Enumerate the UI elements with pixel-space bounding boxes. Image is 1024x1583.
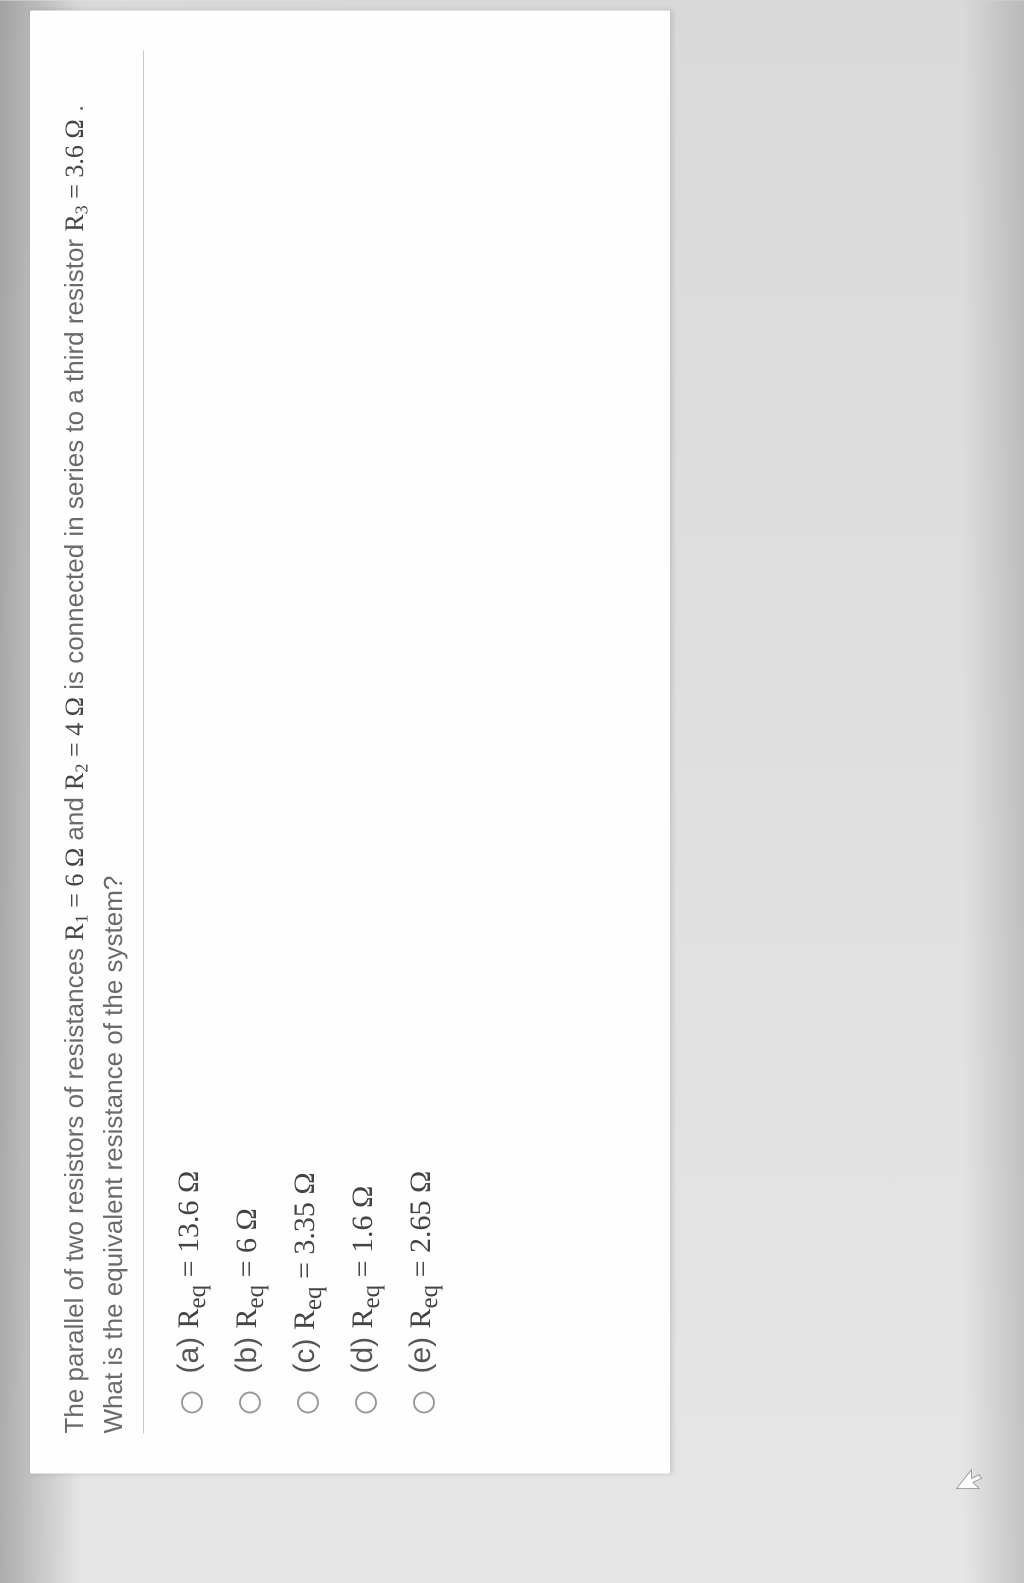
option-e[interactable]: (e) Req = 2.65 Ω	[404, 50, 444, 1413]
math-r1: R1 = 6 Ω	[60, 847, 89, 940]
stem-mid2: is connected in series to a third resist…	[59, 231, 89, 689]
option-label: (c) Req = 3.35 Ω	[288, 1172, 328, 1373]
device-screen: The parallel of two resistors of resista…	[0, 0, 1024, 1583]
math-r2: R2 = 4 Ω	[60, 697, 89, 790]
option-label: (e) Req = 2.65 Ω	[404, 1170, 444, 1373]
math-r3: R3 = 3.6 Ω	[60, 119, 89, 231]
option-a[interactable]: (a) Req = 13.6 Ω	[172, 50, 212, 1413]
question-card: The parallel of two resistors of resista…	[30, 10, 670, 1473]
screenshot-canvas: The parallel of two resistors of resista…	[0, 0, 1024, 1583]
radio-icon[interactable]	[413, 1391, 435, 1413]
cursor-icon	[954, 1463, 984, 1493]
options-group: (a) Req = 13.6 Ω (b) Req = 6 Ω (c) Req =…	[172, 50, 444, 1433]
radio-icon[interactable]	[355, 1391, 377, 1413]
option-b[interactable]: (b) Req = 6 Ω	[230, 50, 270, 1413]
option-d[interactable]: (d) Req = 1.6 Ω	[346, 50, 386, 1413]
rotated-viewport: The parallel of two resistors of resista…	[0, 0, 1024, 1583]
radio-icon[interactable]	[181, 1391, 203, 1413]
option-label: (b) Req = 6 Ω	[230, 1208, 270, 1373]
radio-icon[interactable]	[239, 1391, 261, 1413]
option-label: (d) Req = 1.6 Ω	[346, 1185, 386, 1373]
option-label: (a) Req = 13.6 Ω	[172, 1170, 212, 1373]
stem-divider	[143, 50, 144, 1433]
stem-lead: The parallel of two resistors of resista…	[59, 940, 89, 1433]
radio-icon[interactable]	[297, 1391, 319, 1413]
stem-mid1: and	[59, 789, 89, 840]
option-c[interactable]: (c) Req = 3.35 Ω	[288, 50, 328, 1413]
question-stem: The parallel of two resistors of resista…	[56, 50, 133, 1433]
